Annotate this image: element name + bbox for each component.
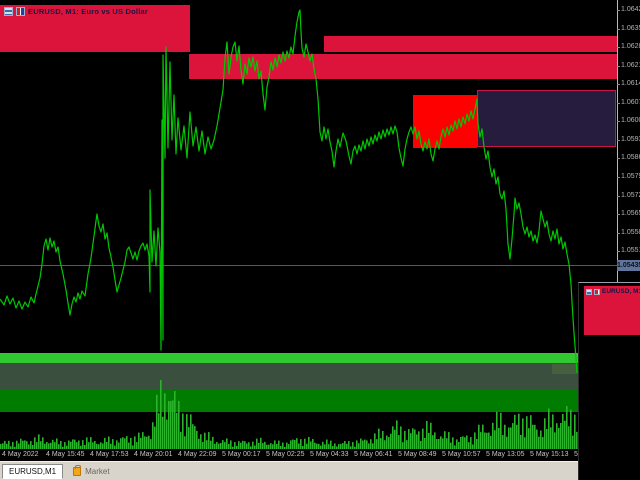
time-tick-label: 5 May 10:57 [442, 451, 481, 458]
price-tick [617, 47, 620, 48]
price-tick [617, 196, 620, 197]
price-tick [617, 29, 620, 30]
price-tick-label: 1.05930 [621, 136, 640, 143]
demand-band-patch [552, 364, 578, 374]
demand-band-dark [0, 390, 617, 412]
volume-bars [0, 380, 578, 450]
time-tick-label: 5 May 08:49 [398, 451, 437, 458]
current-price-tag: 1.05435 [617, 260, 640, 271]
price-axis-separator [617, 0, 618, 448]
price-tick-label: 1.05580 [621, 229, 640, 236]
chart-title-overlay: EURUSD, M1: Euro vs US Dollar [4, 7, 148, 16]
chart-tab-eurusd-m1[interactable]: EURUSD,M1 [2, 463, 64, 479]
supply-zone-active [413, 95, 477, 148]
bid-price-line [0, 265, 617, 266]
time-axis[interactable]: 4 May 2022 4 May 15:45 4 May 17:53 4 May 20… [0, 449, 640, 461]
chart-symbol-icon[interactable] [16, 7, 25, 16]
secondary-chart-window[interactable]: EURUSD, M1: Euro vs [578, 282, 640, 480]
time-tick-label: 4 May 20:01 [134, 451, 173, 458]
time-tick-label: 5 May 00:17 [222, 451, 261, 458]
demand-band-bright [0, 353, 617, 363]
time-tick-label: 4 May 2022 [2, 451, 39, 458]
price-tick-label: 1.06140 [621, 80, 640, 87]
market-depth-icon [586, 288, 592, 295]
time-tick-label: 5 May 15:13 [530, 451, 569, 458]
taskbar: EURUSD,M1 Market [0, 461, 640, 480]
price-tick-label: 1.05860 [621, 154, 640, 161]
price-tick-label: 1.06000 [621, 117, 640, 124]
time-tick-label: 4 May 15:45 [46, 451, 85, 458]
price-tick-label: 1.06210 [621, 62, 640, 69]
chart-symbol-icon [594, 288, 600, 295]
price-tick-label: 1.06280 [621, 43, 640, 50]
price-line [0, 9, 578, 374]
demand-band-mid [0, 363, 617, 390]
price-tick [617, 158, 620, 159]
secondary-title-row: EURUSD, M1: Euro vs [584, 286, 640, 295]
price-tick [617, 84, 620, 85]
time-tick-label: 5 May 06:41 [354, 451, 393, 458]
supply-zone-upper [324, 36, 617, 52]
price-tick [617, 233, 620, 234]
market-item[interactable]: Market [73, 464, 110, 476]
supply-zone-tested [477, 90, 616, 147]
price-tick-label: 1.05720 [621, 192, 640, 199]
price-tick [617, 251, 620, 252]
time-tick-label: 4 May 22:09 [178, 451, 217, 458]
secondary-supply-zone: EURUSD, M1: Euro vs [584, 286, 640, 335]
price-tick-label: 1.05650 [621, 210, 640, 217]
supply-zone-top-left [0, 5, 190, 52]
time-tick-label: 5 May 13:05 [486, 451, 525, 458]
market-label: Market [85, 466, 110, 476]
price-tick-label: 1.05790 [621, 173, 640, 180]
price-tick [617, 10, 620, 11]
price-tick-label: 1.06420 [621, 6, 640, 13]
price-tick [617, 140, 620, 141]
price-tick-label: 1.06350 [621, 25, 640, 32]
time-tick-label: 5 May 02:25 [266, 451, 305, 458]
price-tick [617, 121, 620, 122]
chart-title-text: EURUSD, M1: Euro vs US Dollar [28, 7, 148, 16]
price-tick [617, 214, 620, 215]
price-tick [617, 66, 620, 67]
price-tick-label: 1.06070 [621, 99, 640, 106]
price-tick [617, 103, 620, 104]
price-tick-label: 1.05510 [621, 247, 640, 254]
time-tick-label: 4 May 17:53 [90, 451, 129, 458]
market-bag-icon [73, 464, 82, 476]
price-tick [617, 177, 620, 178]
time-tick-label: 5 May 04:33 [310, 451, 349, 458]
secondary-chart-title-text: EURUSD, M1: Euro vs [602, 288, 640, 295]
market-depth-icon[interactable] [4, 7, 13, 16]
